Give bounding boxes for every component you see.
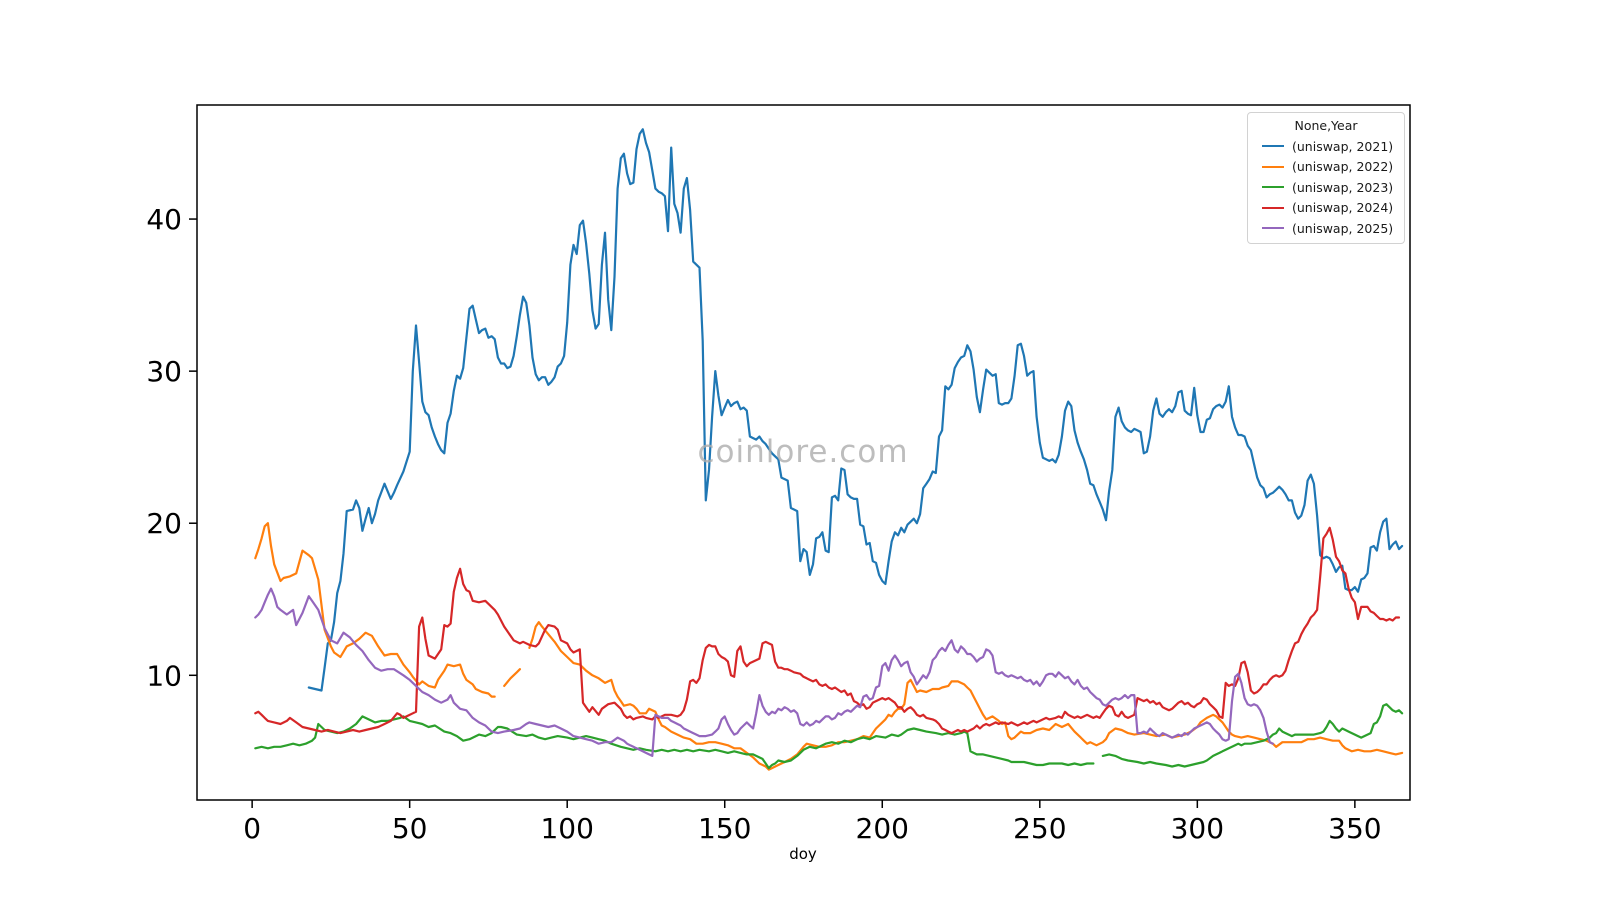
x-tick-label: 350 bbox=[1328, 812, 1381, 845]
legend-item-uniswap-2024[interactable]: (uniswap, 2024) bbox=[1254, 198, 1398, 219]
legend-title: None,Year bbox=[1294, 118, 1358, 133]
legend-item-uniswap-2025[interactable]: (uniswap, 2025) bbox=[1254, 218, 1398, 239]
legend-item-label: (uniswap, 2023) bbox=[1292, 179, 1394, 195]
x-tick-label: 100 bbox=[540, 812, 593, 845]
x-tick-label: 250 bbox=[1013, 812, 1066, 845]
x-axis-label: doy bbox=[789, 845, 817, 863]
legend-line-icon bbox=[1262, 145, 1284, 148]
y-tick-label: 40 bbox=[146, 203, 182, 236]
y-tick-label: 20 bbox=[146, 507, 182, 540]
legend-item-uniswap-2021[interactable]: (uniswap, 2021) bbox=[1254, 136, 1398, 157]
x-tick-label: 0 bbox=[243, 812, 261, 845]
legend-line-icon bbox=[1262, 165, 1284, 168]
legend-line-icon bbox=[1262, 206, 1284, 209]
legend-line-icon bbox=[1262, 227, 1284, 230]
y-tick-label: 30 bbox=[146, 355, 182, 388]
plot-border bbox=[196, 104, 1411, 801]
series-line-uniswap-2024 bbox=[254, 526, 1401, 735]
series-line-uniswap-2023 bbox=[254, 715, 1095, 770]
x-tick-label: 50 bbox=[392, 812, 428, 845]
x-tick-label: 150 bbox=[698, 812, 751, 845]
watermark: coinlore.com bbox=[697, 434, 909, 470]
legend-item-uniswap-2023[interactable]: (uniswap, 2023) bbox=[1254, 177, 1398, 198]
legend-item-label: (uniswap, 2024) bbox=[1292, 200, 1394, 216]
legend-item-uniswap-2022[interactable]: (uniswap, 2022) bbox=[1254, 157, 1398, 178]
legend-items: (uniswap, 2021) (uniswap, 2022) (uniswap, … bbox=[1254, 136, 1398, 239]
series-line-uniswap-2022 bbox=[254, 522, 496, 698]
series-line-uniswap-2022 bbox=[503, 668, 522, 688]
legend-line-icon bbox=[1262, 186, 1284, 189]
series-line-uniswap-2023 bbox=[1101, 703, 1404, 768]
legend-item-label: (uniswap, 2025) bbox=[1292, 220, 1394, 236]
series-line-uniswap-2025 bbox=[254, 587, 1275, 758]
x-tick-label: 200 bbox=[856, 812, 909, 845]
series-line-uniswap-2021 bbox=[307, 128, 1404, 692]
legend[interactable]: None,Year (uniswap, 2021) (uniswap, 2022)… bbox=[1247, 112, 1405, 244]
legend-item-label: (uniswap, 2021) bbox=[1292, 138, 1394, 154]
series-line-uniswap-2022 bbox=[528, 620, 1404, 771]
x-tick-label: 300 bbox=[1171, 812, 1224, 845]
y-tick-label: 10 bbox=[146, 659, 182, 692]
legend-item-label: (uniswap, 2022) bbox=[1292, 159, 1394, 175]
